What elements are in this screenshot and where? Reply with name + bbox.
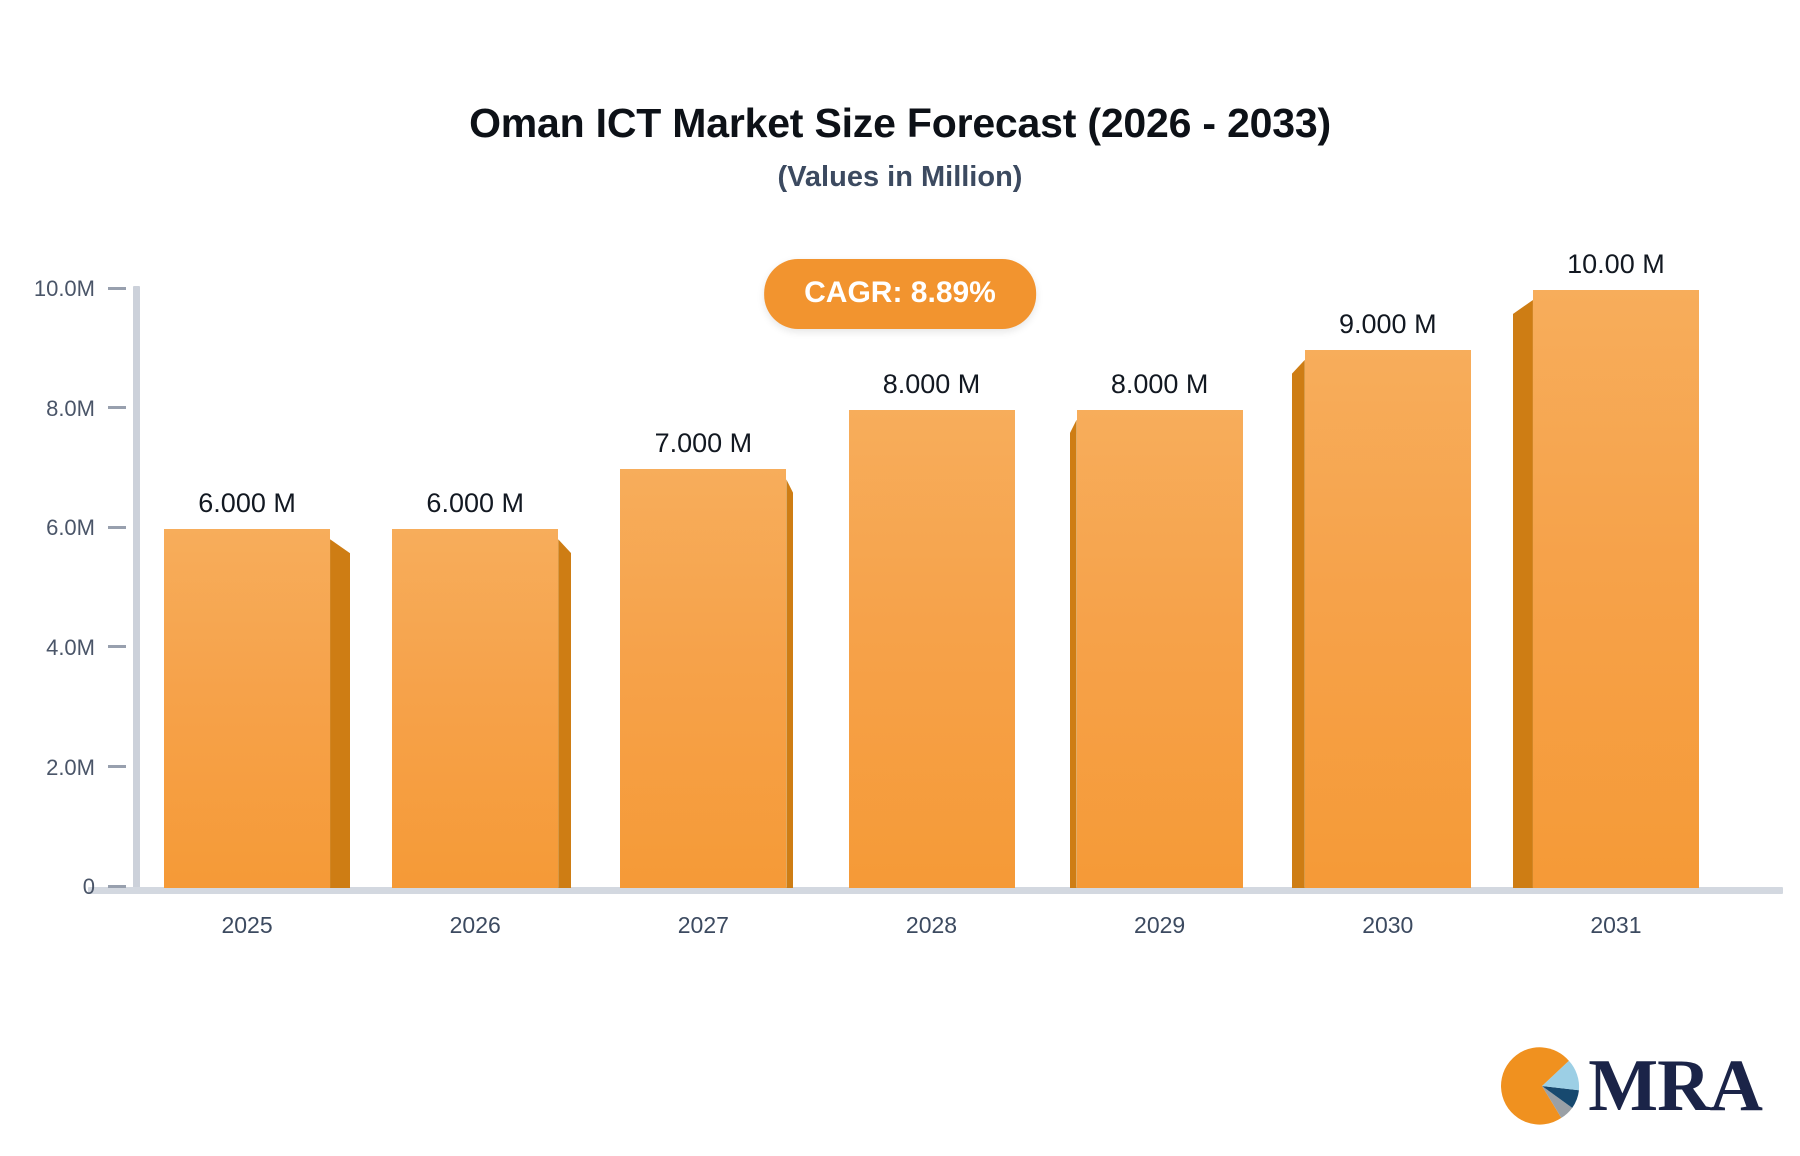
chart-subtitle: (Values in Million) <box>777 161 1023 194</box>
bar-group[interactable]: 6.000 M <box>164 488 351 888</box>
bar-side-face <box>558 539 572 888</box>
bar-value-label: 10.00 M <box>1567 249 1665 279</box>
x-axis-line <box>88 887 1783 894</box>
y-axis-tick: 0 <box>0 873 126 900</box>
bar-side-face <box>330 539 351 888</box>
bar[interactable] <box>620 469 787 888</box>
y-axis-tick-label: 4.0M <box>46 634 95 660</box>
y-axis-line <box>133 286 140 890</box>
x-axis-tick-label: 2025 <box>221 912 273 938</box>
x-axis-tick-label: 2030 <box>1362 912 1414 938</box>
y-axis-tick-mark <box>108 765 126 769</box>
y-axis-tick-mark <box>108 645 126 649</box>
x-axis-tick-label: 2027 <box>677 912 729 938</box>
y-axis-tick-label: 2.0M <box>46 754 95 780</box>
x-axis-tick-label: 2028 <box>905 912 958 938</box>
bar-value-label: 7.000 M <box>654 428 753 459</box>
y-axis-tick-label: 10.0M <box>33 276 95 302</box>
bar-value-label: 6.000 M <box>198 488 296 519</box>
y-axis-tick: 10.0M <box>0 275 126 302</box>
y-axis-tick: 4.0M <box>0 634 126 661</box>
bar-group[interactable]: 10.00 M <box>1512 249 1699 888</box>
y-axis-tick: 6.0M <box>0 514 126 541</box>
y-axis-tick: 2.0M <box>0 753 126 780</box>
bar-side-face <box>1512 300 1533 888</box>
y-axis-tick-label: 0 <box>82 874 95 900</box>
pie-chart-icon <box>1501 1047 1580 1125</box>
plot-area: 6.000 M 6.000 M 7.000 M 8.000 M 8.000 M 9.000… <box>133 249 1730 888</box>
bar[interactable] <box>1304 349 1471 888</box>
x-axis-tick-label: 2026 <box>449 912 501 938</box>
x-axis-tick-label: 2031 <box>1590 912 1642 938</box>
y-axis-tick-mark <box>108 884 126 888</box>
bar[interactable] <box>392 529 559 888</box>
y-axis-tick-mark <box>108 406 126 410</box>
bar-side-face <box>1069 419 1077 888</box>
y-axis-tick-mark <box>108 286 126 290</box>
x-axis-tick-label: 2029 <box>1134 912 1186 938</box>
y-axis-tick: 8.0M <box>0 395 126 422</box>
title-block: Oman ICT Market Size Forecast (2026 - 20… <box>0 100 1800 194</box>
y-axis-tick-mark <box>108 525 126 529</box>
bar-value-label: 8.000 M <box>1110 368 1209 399</box>
bar-value-label: 9.000 M <box>1339 308 1437 339</box>
bar[interactable] <box>1076 409 1243 888</box>
bar-group[interactable]: 9.000 M <box>1291 309 1471 888</box>
bar-group[interactable]: 7.000 M <box>620 428 794 888</box>
chart-title: Oman ICT Market Size Forecast (2026 - 20… <box>469 100 1331 146</box>
bar-group[interactable]: 6.000 M <box>392 488 572 888</box>
bar-group[interactable]: 8.000 M <box>1069 369 1243 888</box>
bar-value-label: 6.000 M <box>426 488 524 519</box>
bar[interactable] <box>848 409 1015 888</box>
bar-side-face <box>786 479 794 888</box>
bar[interactable] <box>1532 290 1699 888</box>
logo-wordmark: MRA <box>1588 1045 1763 1127</box>
bar-side-face <box>1291 359 1305 888</box>
y-axis-tick-label: 8.0M <box>46 395 95 421</box>
cagr-badge: CAGR: 8.89% <box>764 259 1036 329</box>
bar-group[interactable]: 8.000 M <box>848 369 1015 888</box>
mra-logo: MRA <box>1500 1044 1763 1128</box>
bar[interactable] <box>164 529 331 888</box>
bar-value-label: 8.000 M <box>882 368 981 399</box>
y-axis-tick-label: 6.0M <box>46 515 95 541</box>
